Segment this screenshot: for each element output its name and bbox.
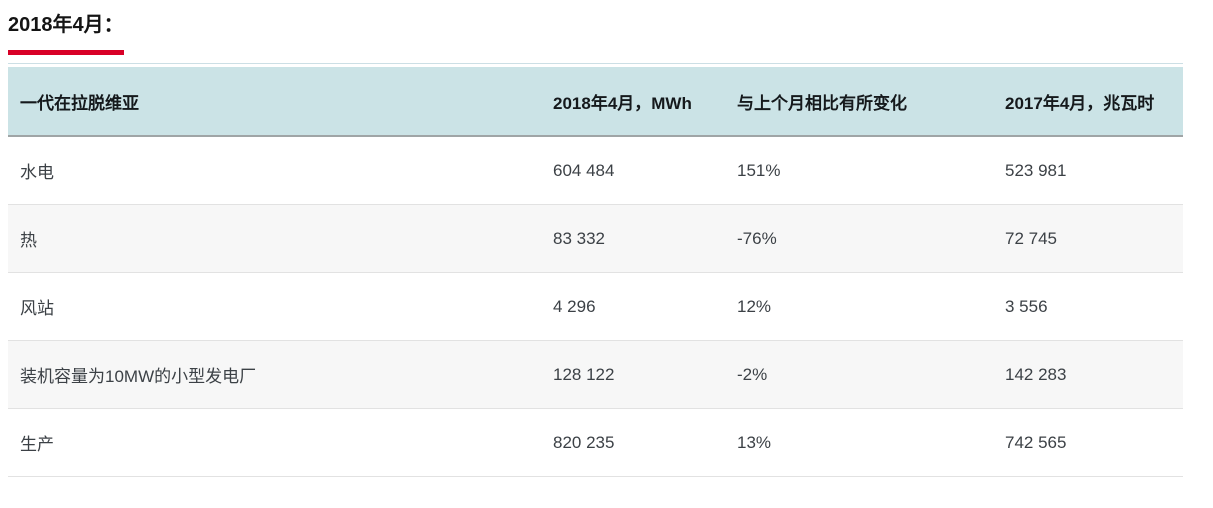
- table-row-small-plants: 装机容量为10MW的小型发电厂 128 122 -2% 142 283: [8, 340, 1183, 409]
- table-row-hydro: 水电 604 484 151% 523 981: [8, 136, 1183, 205]
- cell-2017-value: 742 565: [993, 408, 1183, 477]
- cell-change-value: 12%: [725, 272, 993, 341]
- table-row-production: 生产 820 235 13% 742 565: [8, 408, 1183, 477]
- cell-2018-value: 820 235: [541, 408, 725, 477]
- cell-change-value: 151%: [725, 136, 993, 205]
- header-cell-2017-mwh: 2017年4月，兆瓦时: [993, 67, 1183, 137]
- cell-2017-value: 3 556: [993, 272, 1183, 341]
- page: 2018年4月： 一代在拉脱维亚 2018年4月，MWh 与上个月相比有所变化 …: [8, 14, 1183, 477]
- row-label: 生产: [8, 408, 541, 477]
- header-row: 一代在拉脱维亚 2018年4月，MWh 与上个月相比有所变化 2017年4月，兆…: [8, 67, 1183, 137]
- cell-2018-value: 4 296: [541, 272, 725, 341]
- row-label: 水电: [8, 136, 541, 205]
- header-cell-category: 一代在拉脱维亚: [8, 67, 541, 137]
- header-cell-change: 与上个月相比有所变化: [725, 67, 993, 137]
- cell-change-value: -2%: [725, 340, 993, 409]
- table-row-thermal: 热 83 332 -76% 72 745: [8, 204, 1183, 273]
- page-title: 2018年4月：: [8, 14, 124, 36]
- cell-2018-value: 83 332: [541, 204, 725, 273]
- divider-line: [8, 63, 1183, 64]
- cell-change-value: 13%: [725, 408, 993, 477]
- table-header: 一代在拉脱维亚 2018年4月，MWh 与上个月相比有所变化 2017年4月，兆…: [8, 67, 1183, 137]
- table-row-wind: 风站 4 296 12% 3 556: [8, 272, 1183, 341]
- table-body: 水电 604 484 151% 523 981 热 83 332 -76% 72…: [8, 136, 1183, 477]
- cell-2017-value: 523 981: [993, 136, 1183, 205]
- row-label: 热: [8, 204, 541, 273]
- cell-2017-value: 142 283: [993, 340, 1183, 409]
- header-cell-2018-mwh: 2018年4月，MWh: [541, 67, 725, 137]
- cell-change-value: -76%: [725, 204, 993, 273]
- generation-table: 一代在拉脱维亚 2018年4月，MWh 与上个月相比有所变化 2017年4月，兆…: [8, 67, 1183, 477]
- row-label: 风站: [8, 272, 541, 341]
- row-label: 装机容量为10MW的小型发电厂: [8, 340, 541, 409]
- cell-2017-value: 72 745: [993, 204, 1183, 273]
- cell-2018-value: 604 484: [541, 136, 725, 205]
- cell-2018-value: 128 122: [541, 340, 725, 409]
- title-underline: [8, 50, 124, 55]
